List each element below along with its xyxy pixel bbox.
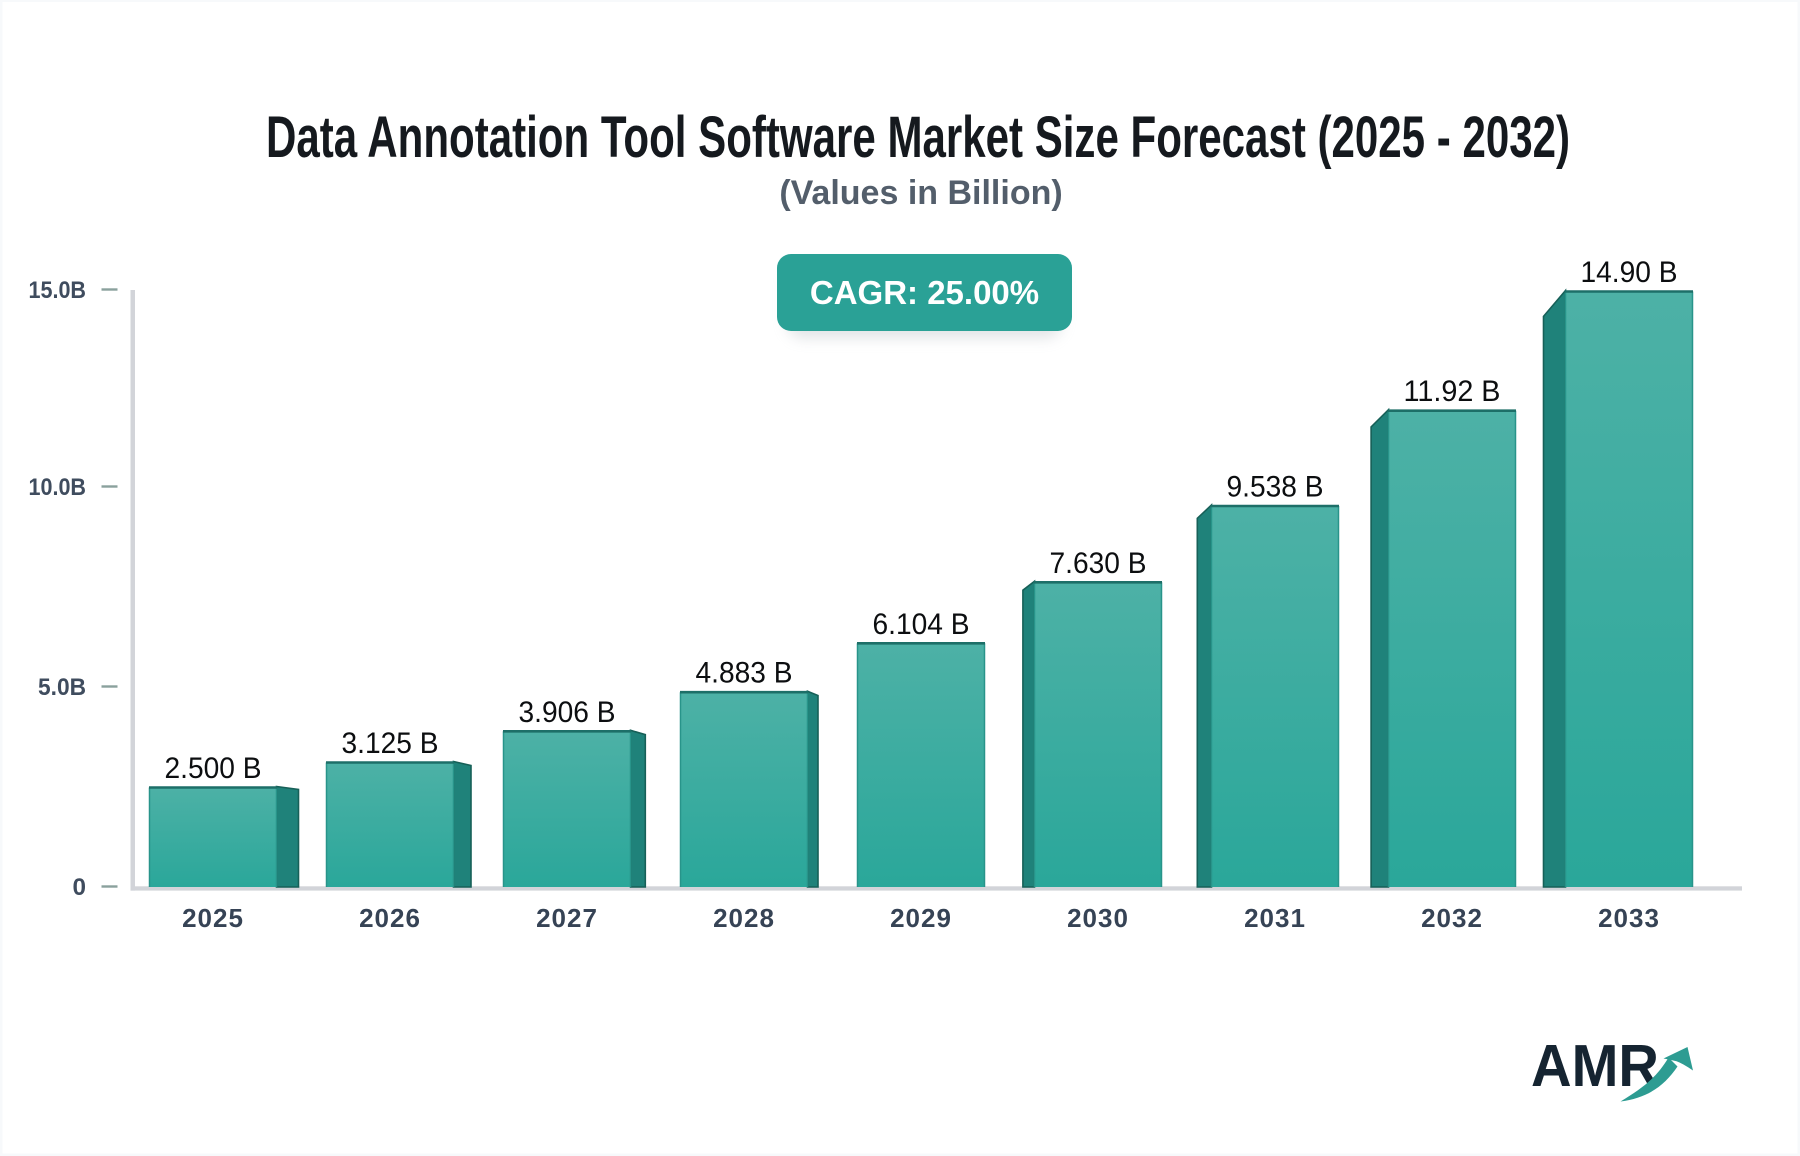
svg-text:2028: 2028 <box>713 903 775 933</box>
svg-text:3.906 B: 3.906 B <box>519 696 616 729</box>
svg-text:CAGR: 25.00%: CAGR: 25.00% <box>810 274 1039 311</box>
svg-text:2032: 2032 <box>1421 903 1483 933</box>
svg-text:6.104 B: 6.104 B <box>873 608 970 641</box>
svg-text:2027: 2027 <box>536 903 598 933</box>
svg-text:14.90 B: 14.90 B <box>1581 256 1678 289</box>
svg-text:10.0B: 10.0B <box>29 474 87 501</box>
svg-text:5.0B: 5.0B <box>38 674 86 701</box>
svg-text:7.630 B: 7.630 B <box>1050 547 1147 580</box>
svg-text:AMR: AMR <box>1531 1033 1659 1099</box>
svg-text:9.538 B: 9.538 B <box>1227 471 1324 504</box>
svg-text:15.0B: 15.0B <box>29 277 87 304</box>
svg-text:Data Annotation Tool Software: Data Annotation Tool Software Market Siz… <box>266 105 1570 170</box>
svg-text:2026: 2026 <box>359 903 421 933</box>
svg-text:2033: 2033 <box>1598 903 1660 933</box>
svg-text:2029: 2029 <box>890 903 952 933</box>
svg-text:3.125 B: 3.125 B <box>342 727 439 760</box>
svg-text:11.92 B: 11.92 B <box>1404 375 1501 408</box>
svg-text:2025: 2025 <box>182 903 244 933</box>
svg-text:2031: 2031 <box>1244 903 1306 933</box>
svg-text:0: 0 <box>73 874 87 901</box>
svg-text:4.883 B: 4.883 B <box>696 657 793 690</box>
svg-text:2.500 B: 2.500 B <box>165 752 262 785</box>
svg-text:(Values in Billion): (Values in Billion) <box>779 174 1062 212</box>
svg-text:2030: 2030 <box>1067 903 1129 933</box>
